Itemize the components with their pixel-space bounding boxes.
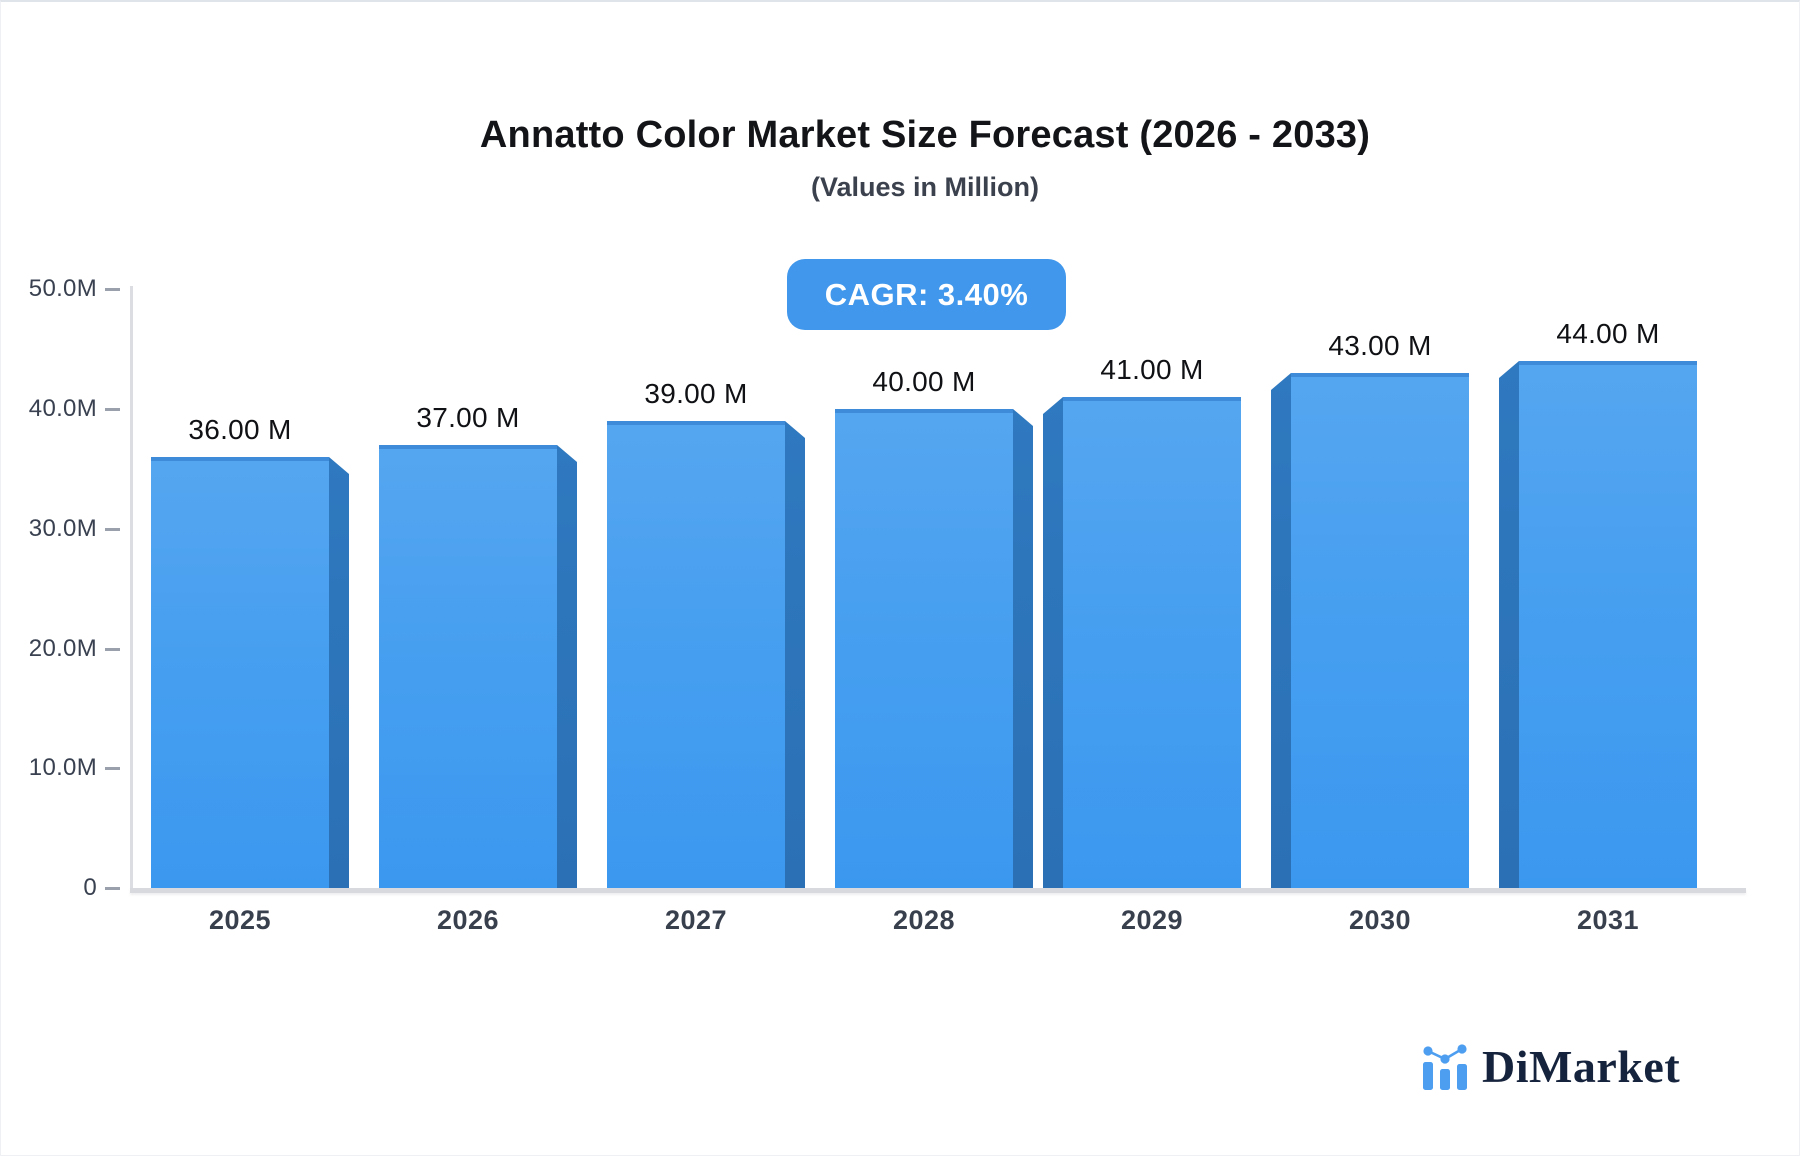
bar-3d-side — [785, 421, 805, 888]
y-axis-tick-label: 0 — [83, 874, 97, 901]
bar-value-label: 40.00 M — [872, 366, 976, 397]
x-axis-category-label: 2031 — [1576, 905, 1640, 935]
x-axis-line — [130, 888, 1746, 893]
bar-line-chart-logo-icon — [1422, 1042, 1468, 1092]
bar-3d-side — [557, 445, 577, 888]
bar-value-label: 44.00 M — [1556, 318, 1660, 349]
x-axis-category-label: 2026 — [436, 905, 500, 935]
y-axis-tick-label: 50.0M — [28, 275, 97, 302]
x-axis-category-label: 2030 — [1348, 905, 1412, 935]
bar[interactable] — [379, 445, 557, 888]
y-axis-tick-label: 30.0M — [28, 515, 97, 542]
bar-3d-side — [1271, 373, 1291, 888]
x-axis-category-label: 2029 — [1120, 905, 1184, 935]
y-axis-tick — [105, 408, 120, 411]
x-axis-category-label: 2025 — [208, 905, 272, 935]
page-title: Annatto Color Market Size Forecast (2026… — [479, 114, 1371, 156]
y-axis-tick — [105, 887, 120, 890]
bar-value-label: 39.00 M — [644, 378, 748, 409]
bar[interactable] — [1519, 361, 1697, 888]
page-subtitle: (Values in Million) — [810, 172, 1040, 202]
y-axis-tick-label: 20.0M — [28, 635, 97, 662]
y-axis-line — [130, 286, 133, 893]
y-axis-tick-label: 10.0M — [28, 754, 97, 781]
bar[interactable] — [607, 421, 785, 888]
cagr-badge: CAGR: 3.40% — [787, 259, 1066, 330]
bar-value-label: 37.00 M — [416, 402, 520, 433]
y-axis-tick — [105, 528, 120, 531]
bar-value-label: 41.00 M — [1100, 354, 1204, 385]
bar-3d-side — [1013, 409, 1033, 888]
bar-3d-side — [1043, 397, 1063, 888]
bar-value-label: 36.00 M — [188, 414, 292, 445]
bar-3d-side — [1499, 361, 1519, 888]
logo-text: DiMarket — [1482, 1041, 1681, 1092]
bar[interactable] — [1291, 373, 1469, 888]
x-axis-category-label: 2028 — [892, 905, 956, 935]
y-axis-tick — [105, 288, 120, 291]
bar[interactable] — [151, 457, 329, 888]
bar[interactable] — [1063, 397, 1241, 888]
logo: DiMarket — [1422, 1040, 1680, 1093]
y-axis-tick-label: 40.0M — [28, 395, 97, 422]
x-axis-category-label: 2027 — [664, 905, 728, 935]
y-axis-tick — [105, 767, 120, 770]
y-axis-tick — [105, 648, 120, 651]
bar-value-label: 43.00 M — [1328, 330, 1432, 361]
bar-3d-side — [329, 457, 349, 888]
bar[interactable] — [835, 409, 1013, 888]
